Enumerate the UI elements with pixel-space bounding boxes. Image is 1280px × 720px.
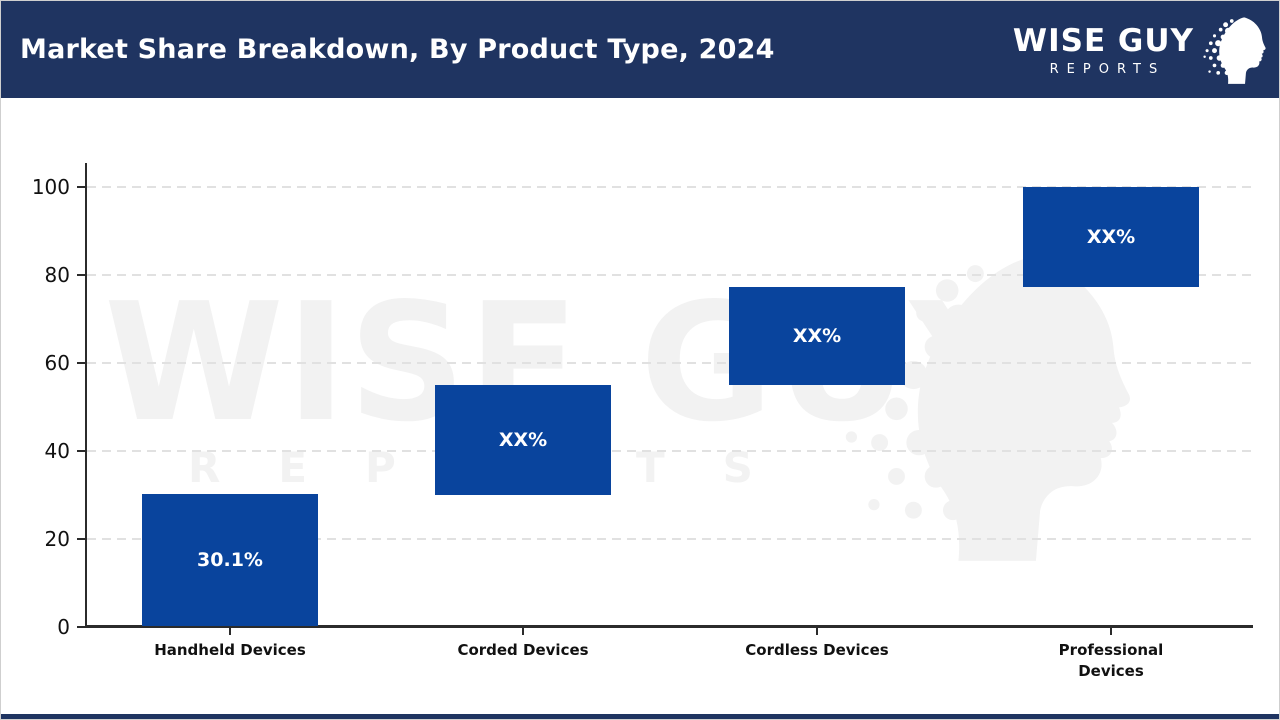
y-tick-label-0: 0 [57, 615, 70, 639]
bar-value-label: 30.1% [197, 549, 263, 571]
x-axis-label-corded: Corded Devices [457, 641, 589, 659]
y-tick-label-80: 80 [44, 263, 70, 287]
gridline-20 [87, 538, 1253, 540]
bar-corded-devices: XX% [435, 385, 611, 495]
y-tick-label-100: 100 [31, 175, 70, 199]
header-band: Market Share Breakdown, By Product Type,… [0, 0, 1280, 98]
logo-text-reports: REPORTS [1049, 62, 1166, 77]
y-tick-label-20: 20 [44, 527, 70, 551]
y-tick-label-60: 60 [44, 351, 70, 375]
x-axis-label-cordless: Cordless Devices [745, 641, 889, 659]
footer-band [0, 714, 1280, 720]
wiseguy-logo: WISE GUY REPORTS [1013, 8, 1270, 92]
bar-professional-devices: XX% [1023, 187, 1199, 287]
gridline-100 [87, 186, 1253, 188]
x-axis-label-professional: Professional Devices [1058, 641, 1164, 680]
x-tick-cordless [816, 628, 818, 635]
y-axis-line [85, 163, 87, 627]
logo-wordmark: WISE GUY REPORTS [1013, 23, 1194, 77]
x-axis-label-handheld: Handheld Devices [154, 641, 306, 659]
y-tick-0 [77, 626, 86, 628]
x-tick-corded [522, 628, 524, 635]
bar-cordless-devices: XX% [729, 287, 905, 385]
y-tick-20 [77, 538, 86, 540]
gridline-60 [87, 362, 1253, 364]
gridline-80 [87, 274, 1253, 276]
x-axis-line [85, 625, 1253, 628]
wiseguy-head-icon [1203, 17, 1266, 84]
y-tick-60 [77, 362, 86, 364]
y-tick-100 [77, 186, 86, 188]
y-tick-80 [77, 274, 86, 276]
bar-value-label: XX% [1086, 226, 1136, 248]
chart-title: Market Share Breakdown, By Product Type,… [20, 33, 775, 65]
logo-text-wiseguy: WISE GUY [1012, 23, 1194, 59]
x-tick-handheld [229, 628, 231, 635]
x-tick-professional [1110, 628, 1112, 635]
bar-handheld-devices: 30.1% [142, 494, 318, 626]
y-tick-40 [77, 450, 86, 452]
bar-value-label: XX% [498, 429, 548, 451]
bar-value-label: XX% [792, 325, 842, 347]
y-tick-label-40: 40 [44, 439, 70, 463]
gridline-40 [87, 450, 1253, 452]
